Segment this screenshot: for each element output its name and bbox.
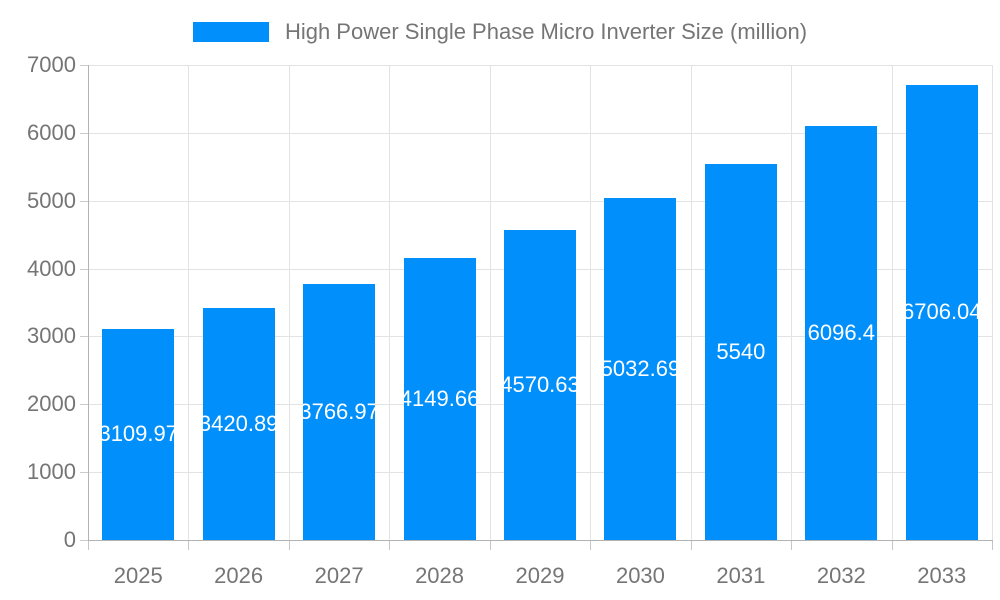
- x-axis-tick: [690, 541, 692, 550]
- x-axis-tick: [88, 541, 89, 550]
- y-axis-tick: [80, 540, 88, 541]
- y-axis-tick: [80, 200, 88, 202]
- x-axis-label-2031: 2031: [716, 563, 766, 588]
- bar-value-label: 6096.4: [807, 320, 875, 346]
- y-axis-tick: [80, 268, 88, 270]
- y-axis-label: 2000: [27, 391, 76, 417]
- bar-2028[interactable]: 4149.66: [403, 258, 476, 540]
- bar-2033[interactable]: 6706.04: [905, 84, 978, 540]
- gridline-horizontal: [89, 65, 993, 66]
- legend-swatch-icon: [192, 22, 269, 42]
- x-axis-tick: [590, 541, 592, 550]
- y-axis-label: 4000: [27, 255, 76, 281]
- y-axis-line: [88, 65, 89, 541]
- x-axis-label-2028: 2028: [415, 563, 465, 588]
- y-axis-label: 6000: [27, 119, 76, 145]
- gridline-vertical: [791, 65, 793, 540]
- gridline-horizontal: [89, 200, 993, 202]
- bar-value-label: 5540: [716, 339, 766, 365]
- x-axis-tick: [489, 541, 491, 550]
- bar-value-label: 6706.04: [905, 299, 978, 325]
- y-axis-tick: [80, 404, 88, 406]
- y-axis-label: 1000: [27, 459, 76, 485]
- legend-label: High Power Single Phase Micro Inverter S…: [284, 19, 808, 44]
- x-axis-tick: [288, 541, 290, 550]
- bar-value-label: 3420.89: [202, 410, 275, 436]
- y-axis-label: 0: [63, 527, 76, 552]
- x-axis-tick: [188, 541, 190, 550]
- x-axis-label-2029: 2029: [515, 563, 565, 588]
- bar-2030[interactable]: 5032.69: [604, 198, 677, 540]
- legend[interactable]: High Power Single Phase Micro Inverter S…: [0, 18, 1000, 46]
- x-axis-tick: [791, 541, 793, 550]
- bar-2031[interactable]: 5540: [704, 164, 777, 540]
- bar-value-label: 5032.69: [604, 356, 677, 382]
- gridline-vertical: [690, 65, 692, 540]
- x-axis-label-2032: 2032: [816, 563, 866, 588]
- x-axis-label-2030: 2030: [615, 563, 665, 588]
- gridline-vertical: [288, 65, 290, 540]
- y-axis-tick: [80, 65, 88, 66]
- x-axis-label-2025: 2025: [113, 563, 163, 588]
- y-axis-tick: [80, 472, 88, 474]
- y-axis-label: 3000: [27, 323, 76, 349]
- bar-2027[interactable]: 3766.97: [303, 284, 376, 540]
- bar-value-label: 4570.63: [504, 371, 576, 397]
- y-axis-label: 7000: [27, 52, 76, 77]
- gridline-vertical: [891, 65, 893, 540]
- x-axis-label-2026: 2026: [214, 563, 264, 588]
- bar-2032[interactable]: 6096.4: [805, 126, 878, 540]
- y-axis-tick: [80, 132, 88, 134]
- y-axis-tick: [80, 336, 88, 338]
- x-axis-label-2033: 2033: [917, 563, 967, 588]
- gridline-vertical: [489, 65, 491, 540]
- x-axis-tick: [389, 541, 391, 550]
- gridline-vertical: [389, 65, 391, 540]
- gridline-horizontal: [89, 132, 993, 134]
- x-axis-label-2027: 2027: [314, 563, 364, 588]
- gridline-vertical: [992, 65, 993, 540]
- x-axis-line: [88, 540, 993, 541]
- x-axis-tick: [992, 541, 993, 550]
- gridline-vertical: [590, 65, 592, 540]
- bar-2029[interactable]: 4570.63: [504, 229, 576, 540]
- bar-value-label: 3109.97: [102, 421, 175, 447]
- bar-value-label: 4149.66: [403, 386, 476, 412]
- x-axis-tick: [891, 541, 893, 550]
- gridline-vertical: [188, 65, 190, 540]
- bar-2026[interactable]: 3420.89: [202, 307, 275, 540]
- y-axis-label: 5000: [27, 187, 76, 213]
- bar-2025[interactable]: 3109.97: [102, 328, 175, 540]
- bar-value-label: 3766.97: [303, 399, 376, 425]
